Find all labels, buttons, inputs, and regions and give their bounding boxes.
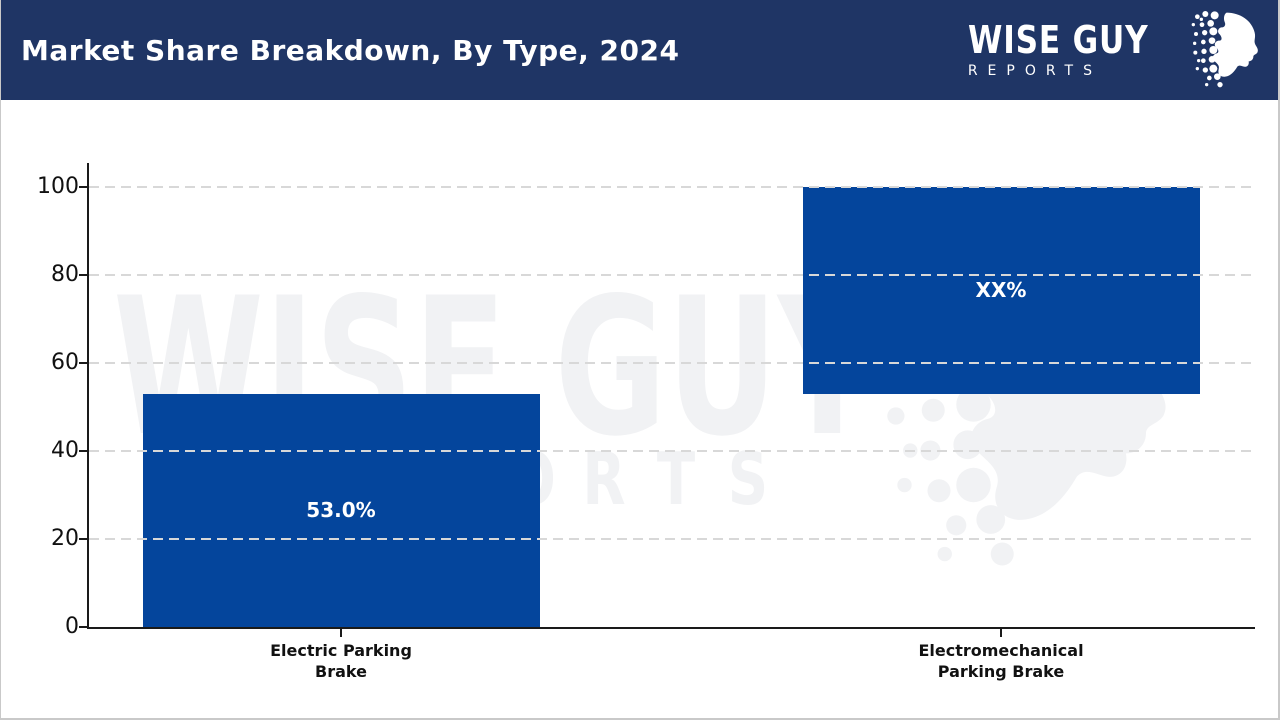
y-tick (79, 186, 87, 188)
x-category-label: Electric Parking Brake (270, 641, 412, 681)
y-tick-label: 60 (51, 350, 79, 375)
brand-logo: WISE GUY REPORTS (968, 7, 1264, 93)
y-axis-line (87, 163, 89, 629)
bar-value-label: 53.0% (306, 498, 376, 523)
x-axis-line (87, 627, 1255, 629)
bar (802, 187, 1200, 394)
gridline (89, 274, 1255, 276)
y-tick (79, 362, 87, 364)
x-tick (1000, 629, 1002, 637)
y-tick-label: 20 (51, 526, 79, 551)
y-tick (79, 626, 87, 628)
x-category-label: Electromechanical Parking Brake (918, 641, 1084, 681)
gridline (89, 538, 1255, 540)
brand-logo-text: WISE GUY REPORTS (968, 21, 1188, 79)
y-tick (79, 538, 87, 540)
y-tick-label: 40 (51, 438, 79, 463)
x-tick (340, 629, 342, 637)
y-tick (79, 450, 87, 452)
y-tick-label: 100 (37, 174, 79, 199)
brand-tagline: REPORTS (967, 63, 1102, 79)
bar (142, 393, 540, 627)
gridline (89, 362, 1255, 364)
brand-name: WISE GUY (967, 18, 1149, 62)
bar-value-label: XX% (975, 278, 1027, 303)
y-tick-label: 80 (51, 262, 79, 287)
gridline (89, 186, 1255, 188)
gridline (89, 450, 1255, 452)
y-tick (79, 274, 87, 276)
header: Market Share Breakdown, By Type, 2024 WI… (1, 0, 1278, 100)
brand-face-icon (1191, 11, 1258, 88)
page-title: Market Share Breakdown, By Type, 2024 (21, 33, 680, 67)
y-tick-label: 0 (65, 614, 79, 639)
